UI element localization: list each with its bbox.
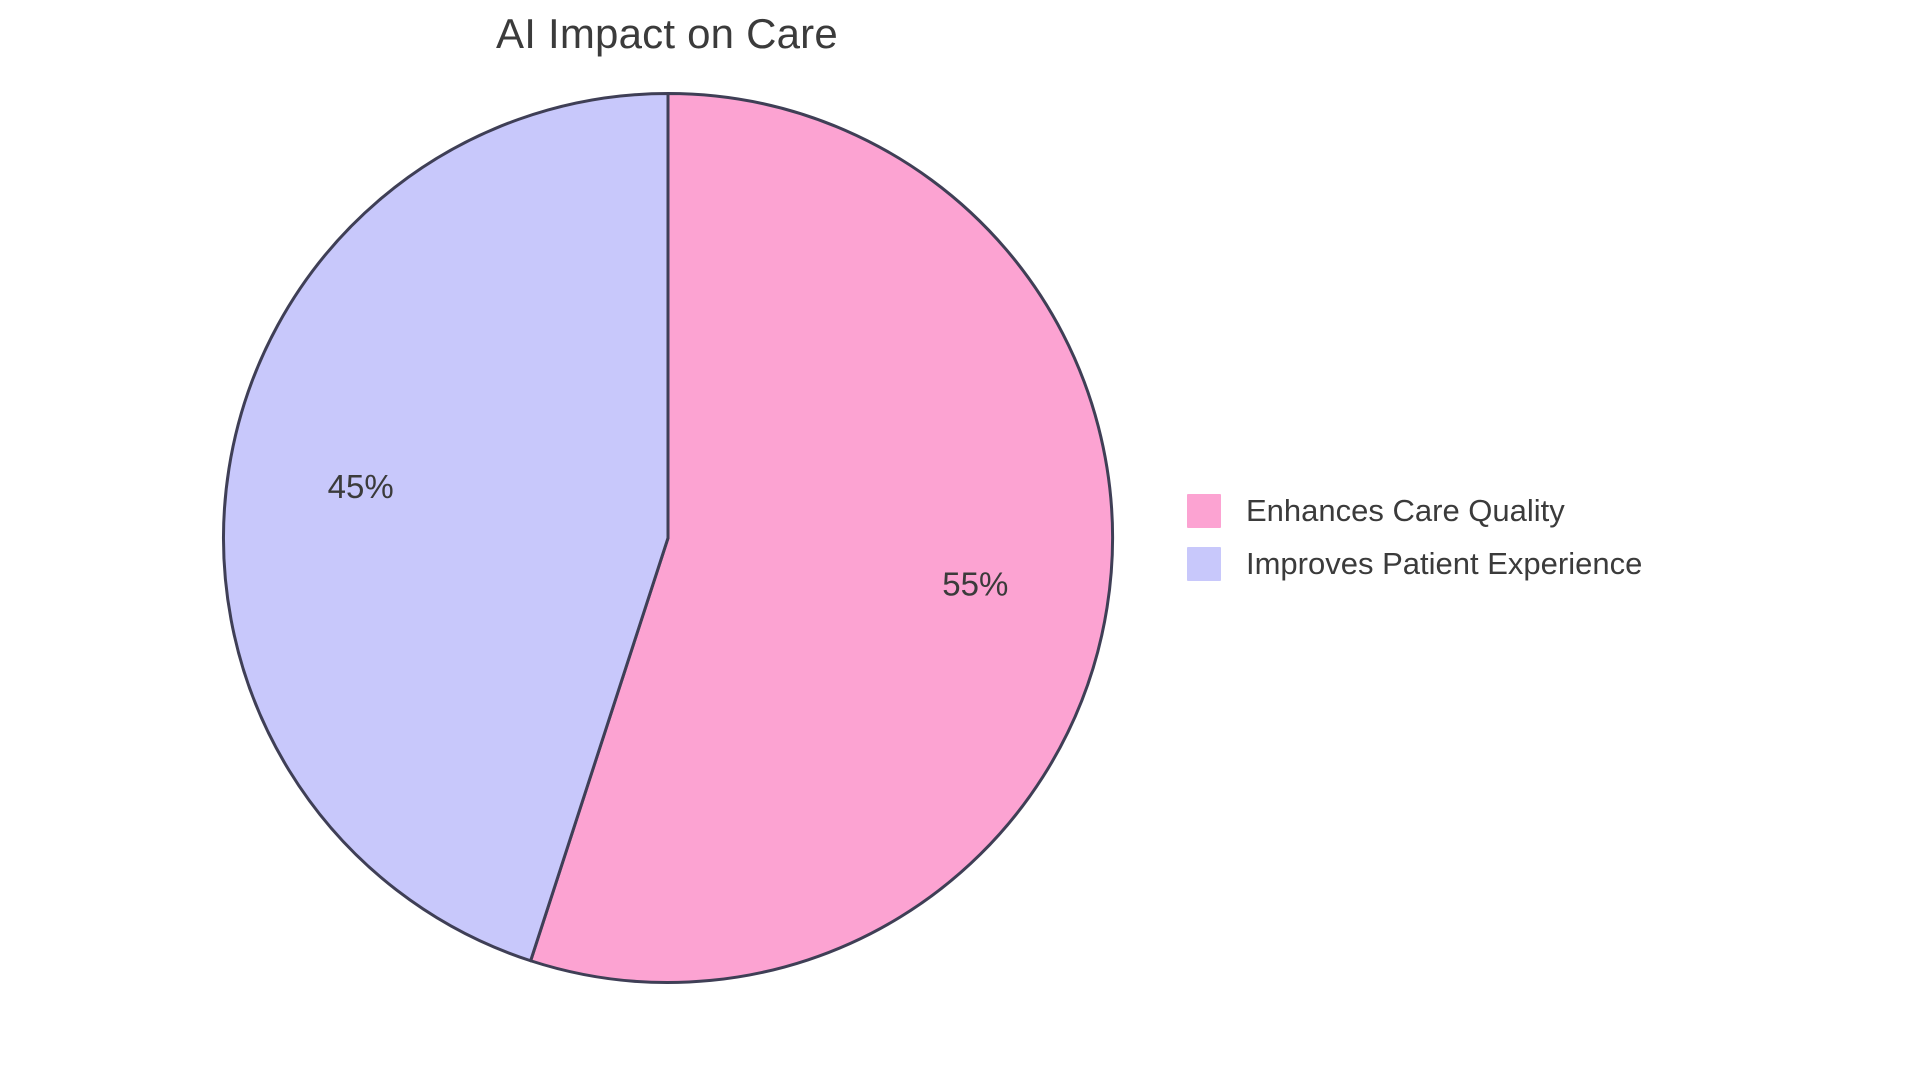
legend-color-swatch-pink bbox=[1187, 493, 1221, 528]
legend-item-label: Enhances Care Quality bbox=[1246, 493, 1565, 528]
legend-item-enhances-care-quality[interactable]: Enhances Care Quality bbox=[1187, 484, 1642, 537]
chart-title: AI Impact on Care bbox=[496, 10, 838, 57]
legend-item-label: Improves Patient Experience bbox=[1246, 546, 1643, 581]
pie-plot-area: 55% 45% bbox=[222, 92, 1115, 984]
pie-slice-label-55: 55% bbox=[942, 565, 1008, 602]
pie-svg: 55% 45% bbox=[222, 92, 1115, 984]
pie-slice-enhances-care-quality[interactable] bbox=[529, 92, 1115, 984]
legend-item-improves-patient-experience[interactable]: Improves Patient Experience bbox=[1187, 537, 1642, 590]
chart-legend: Enhances Care Quality Improves Patient E… bbox=[1187, 484, 1642, 590]
pie-slice-improves-patient-experience[interactable] bbox=[222, 92, 670, 963]
legend-color-swatch-lavender bbox=[1187, 546, 1221, 581]
pie-slice-label-45: 45% bbox=[328, 468, 394, 505]
